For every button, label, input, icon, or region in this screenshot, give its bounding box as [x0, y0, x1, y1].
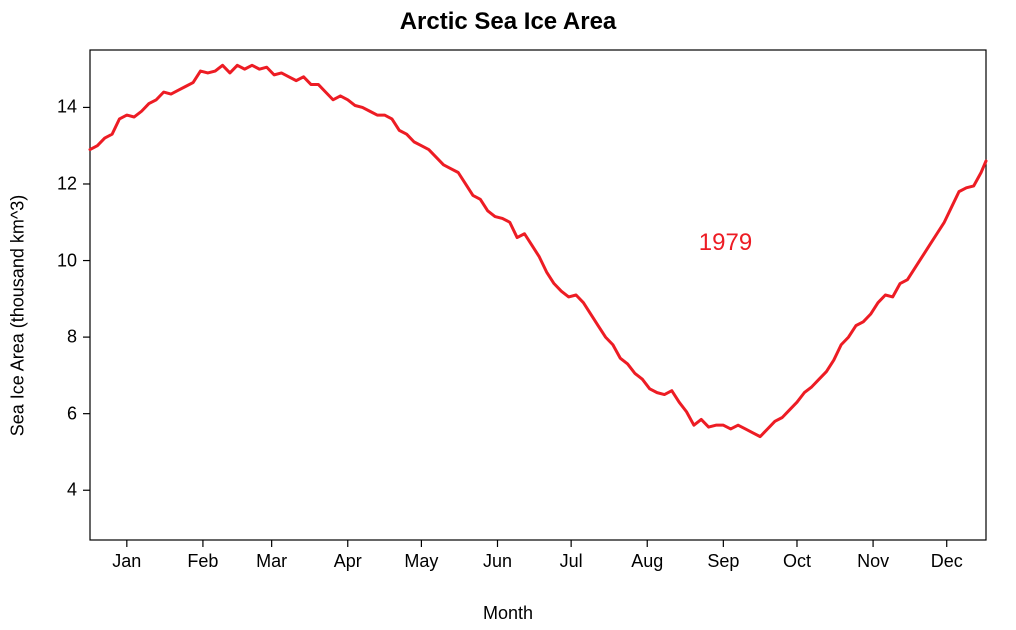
y-tick-label: 12 — [57, 173, 77, 194]
x-tick-label: Aug — [631, 551, 663, 572]
plot-svg — [90, 50, 986, 540]
x-tick-label: Jan — [112, 551, 141, 572]
x-tick-label: Mar — [256, 551, 287, 572]
x-axis-label: Month — [0, 603, 1016, 624]
y-tick-label: 8 — [67, 327, 77, 348]
x-tick-label: Oct — [783, 551, 811, 572]
y-tick-label: 6 — [67, 403, 77, 424]
plot-area — [90, 50, 986, 540]
x-tick-label: Jun — [483, 551, 512, 572]
year-annotation: 1979 — [699, 229, 752, 257]
y-tick-label: 14 — [57, 97, 77, 118]
sea-ice-line — [90, 65, 986, 436]
x-tick-label: Apr — [334, 551, 362, 572]
y-tick-label: 10 — [57, 250, 77, 271]
x-tick-label: Sep — [707, 551, 739, 572]
chart-container: Arctic Sea Ice Area Sea Ice Area (thousa… — [0, 0, 1016, 630]
x-tick-label: Nov — [857, 551, 889, 572]
x-tick-label: Jul — [560, 551, 583, 572]
y-axis-label-text: Sea Ice Area (thousand km^3) — [8, 194, 29, 436]
x-tick-label: Dec — [931, 551, 963, 572]
chart-title: Arctic Sea Ice Area — [0, 8, 1016, 36]
y-tick-label: 4 — [67, 480, 77, 501]
y-axis-label: Sea Ice Area (thousand km^3) — [6, 0, 30, 630]
x-tick-label: May — [404, 551, 438, 572]
x-tick-label: Feb — [187, 551, 218, 572]
